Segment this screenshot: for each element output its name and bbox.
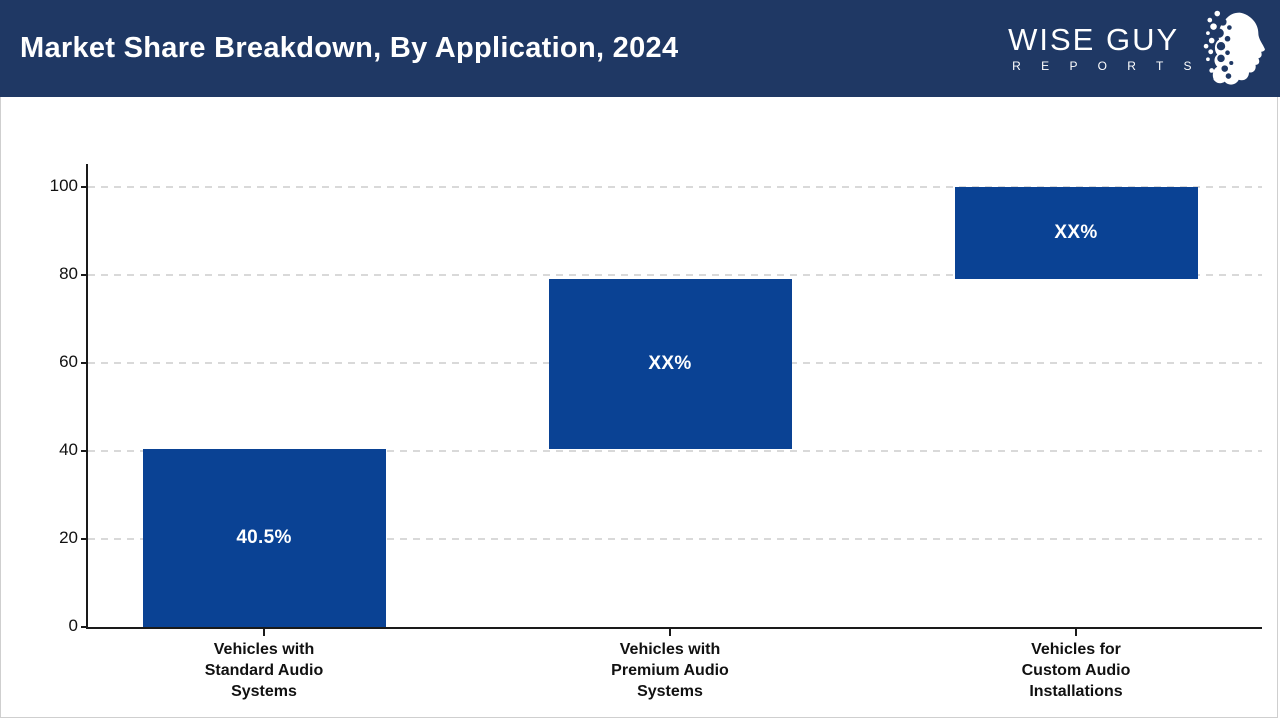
- logo-face-icon: [1203, 10, 1265, 85]
- page-title: Market Share Breakdown, By Application, …: [20, 32, 679, 64]
- logo-wordmark-line2: R E P O R T S: [1012, 59, 1200, 73]
- chart-frame: [0, 97, 1278, 718]
- logo-wordmark: WISE GUY R E P O R T S: [1008, 22, 1200, 74]
- header: Market Share Breakdown, By Application, …: [0, 0, 1280, 97]
- logo-wordmark-line1: WISE GUY: [1008, 22, 1180, 57]
- brand-logo: WISE GUY R E P O R T S: [1008, 7, 1268, 91]
